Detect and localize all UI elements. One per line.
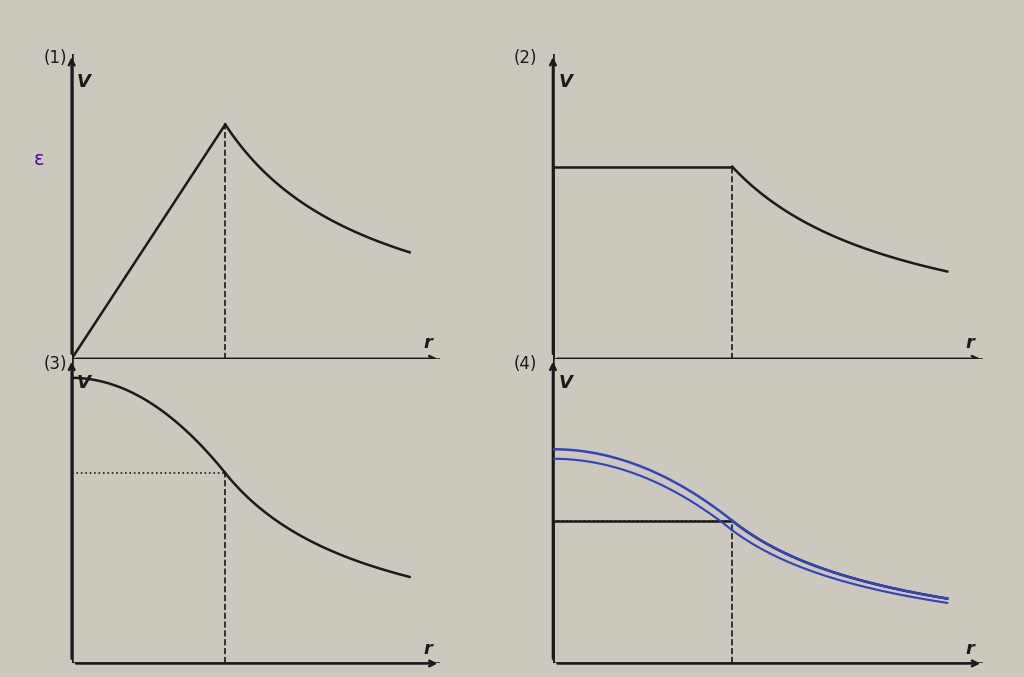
Text: r: r — [424, 334, 432, 352]
Text: V: V — [77, 73, 90, 91]
Text: r: r — [966, 640, 974, 658]
Text: R: R — [219, 375, 231, 393]
Text: (4): (4) — [514, 355, 537, 373]
Text: R: R — [726, 375, 738, 393]
Text: ε: ε — [34, 150, 44, 169]
Text: (1): (1) — [44, 49, 68, 68]
Text: (2): (2) — [514, 49, 537, 68]
Text: V: V — [77, 374, 90, 392]
Text: r: r — [966, 334, 974, 352]
Text: V: V — [558, 73, 572, 91]
Text: (3): (3) — [44, 355, 68, 373]
Text: V: V — [558, 374, 572, 392]
Text: r: r — [424, 640, 432, 658]
